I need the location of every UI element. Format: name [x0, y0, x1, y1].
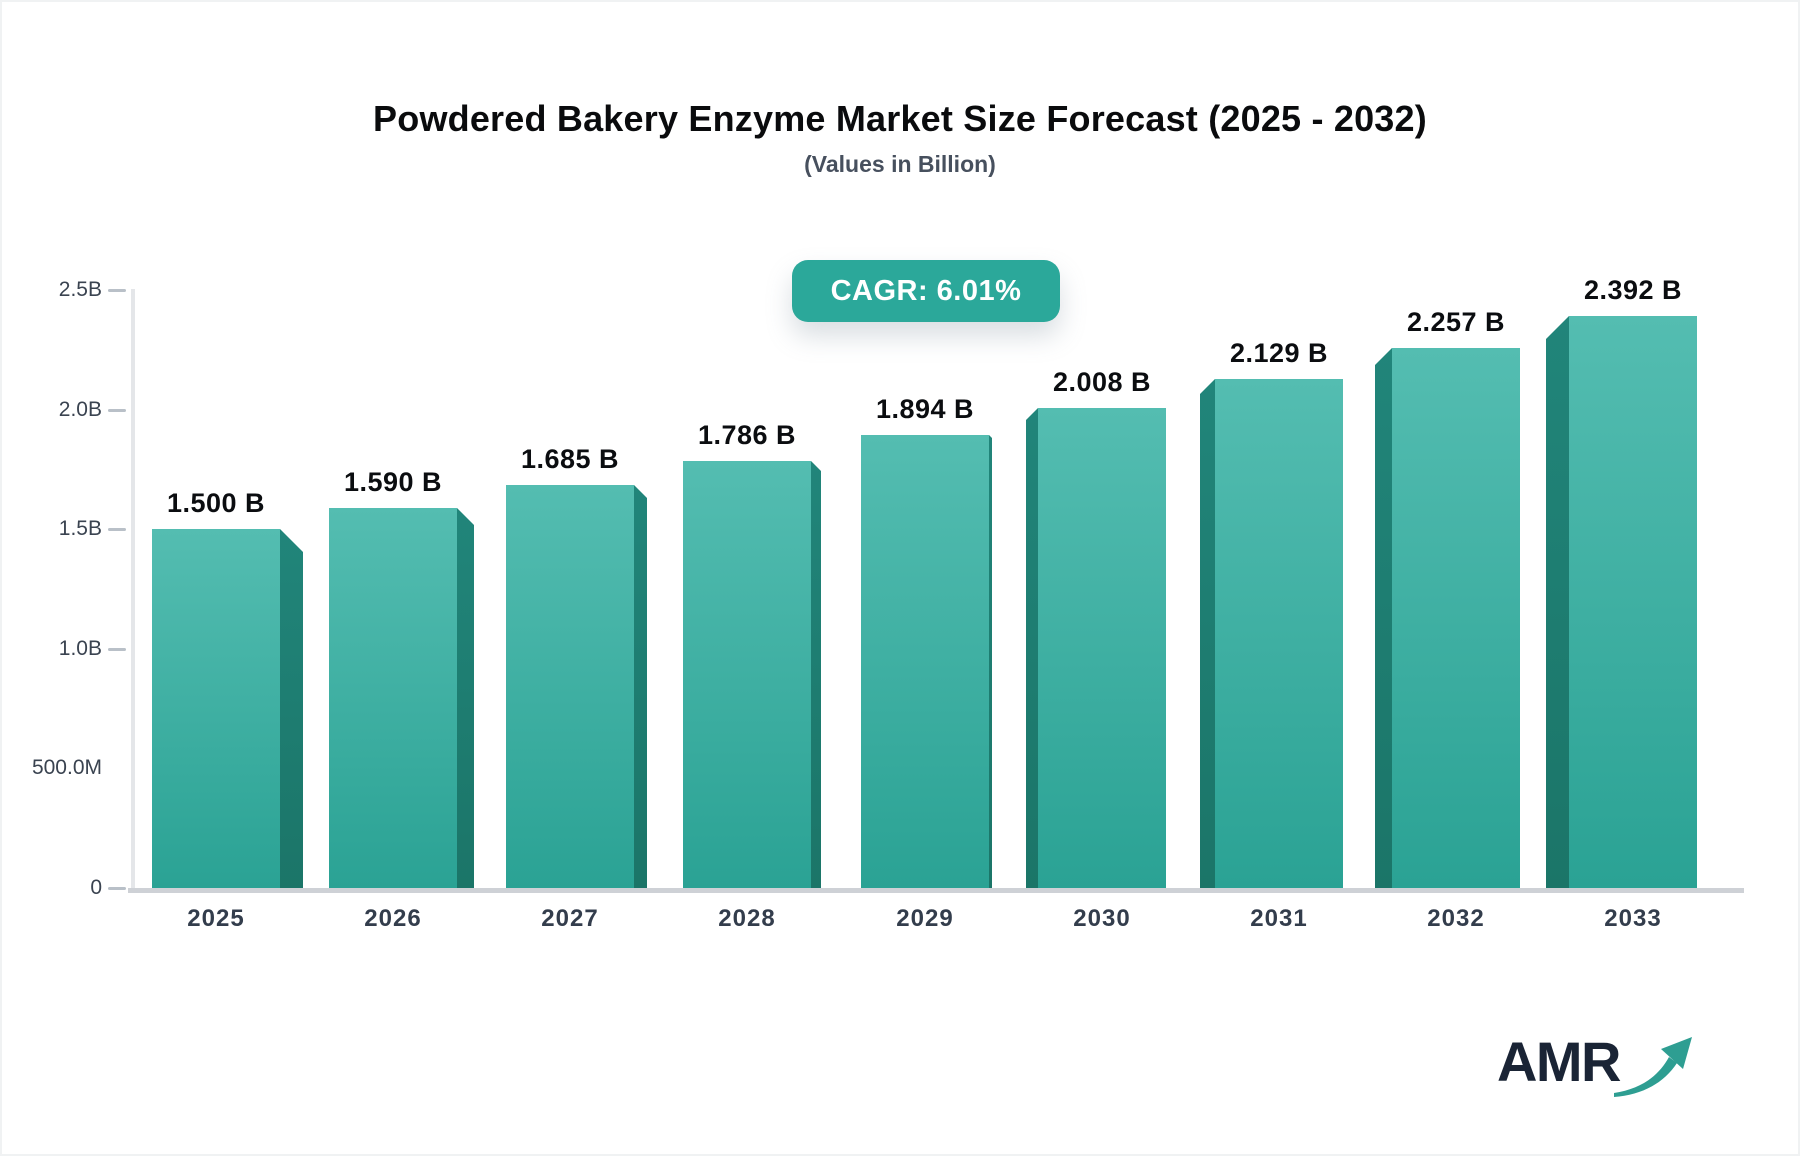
x-tick-label-2028: 2028 [718, 905, 776, 932]
amr-logo-text: AMR [1496, 1030, 1622, 1093]
x-tick-label-2029: 2029 [896, 905, 954, 932]
x-tick-label-2033: 2033 [1604, 905, 1662, 932]
bar-side-face [1026, 408, 1038, 891]
bar-2032 [1392, 348, 1520, 891]
x-tick-label-2025: 2025 [187, 905, 245, 932]
bar-value-label: 1.685 B [520, 444, 620, 474]
cagr-badge: CAGR: 6.01% [792, 260, 1060, 322]
bar-value-label: 2.257 B [1406, 307, 1506, 337]
bar-side-face [1546, 316, 1569, 891]
chart-subtitle: (Values in Billion) [804, 151, 996, 177]
y-tick-label: 2.0B [58, 397, 102, 421]
growth-arrow-icon [1614, 1037, 1692, 1097]
amr-logo: AMR [1497, 1034, 1696, 1100]
bar-2029 [861, 435, 989, 891]
y-tick-label: 2.5B [58, 278, 102, 301]
bar-2026 [329, 508, 457, 891]
y-tick-dash [108, 408, 126, 412]
y-axis-line [131, 289, 135, 892]
y-tick-dash [108, 528, 126, 532]
x-tick-label-2031: 2031 [1250, 905, 1308, 932]
bar-side-face [457, 508, 474, 891]
x-tick-label-2030: 2030 [1073, 905, 1131, 932]
bar-2030 [1038, 408, 1166, 891]
bar-side-face [1200, 379, 1215, 891]
bar-value-label: 2.392 B [1583, 275, 1683, 305]
y-tick-label: 0 [90, 876, 102, 899]
bar-2031 [1215, 379, 1343, 891]
y-tick-dash [108, 887, 126, 890]
bar-side-face [811, 461, 821, 891]
x-axis-baseline [128, 888, 1744, 893]
bar-side-face [280, 529, 303, 891]
y-tick-label: 1.0B [58, 636, 102, 660]
bar-2033 [1569, 316, 1697, 891]
bar-value-label: 1.894 B [875, 394, 975, 424]
y-tick-label: 500.0M [31, 756, 102, 780]
y-tick-dash [108, 647, 126, 651]
bar-2028 [683, 461, 811, 891]
bar-2027 [506, 485, 634, 891]
bar-value-label: 1.500 B [166, 488, 266, 518]
chart-title: Powdered Bakery Enzyme Market Size Forec… [373, 98, 1427, 139]
y-tick-label: 1.5B [58, 517, 102, 541]
bar-value-label: 1.590 B [343, 467, 443, 497]
bar-value-label: 1.786 B [697, 420, 797, 450]
x-tick-label-2026: 2026 [364, 905, 422, 932]
bar-side-face [1375, 348, 1392, 891]
x-tick-label-2027: 2027 [541, 905, 599, 932]
y-tick-dash [108, 289, 126, 292]
bar-side-face [989, 435, 992, 891]
x-tick-label-2032: 2032 [1427, 905, 1485, 932]
bar-side-face [634, 485, 647, 891]
bar-value-label: 2.008 B [1052, 367, 1152, 397]
bar-2025 [152, 529, 280, 891]
bar-value-label: 2.129 B [1229, 338, 1329, 368]
